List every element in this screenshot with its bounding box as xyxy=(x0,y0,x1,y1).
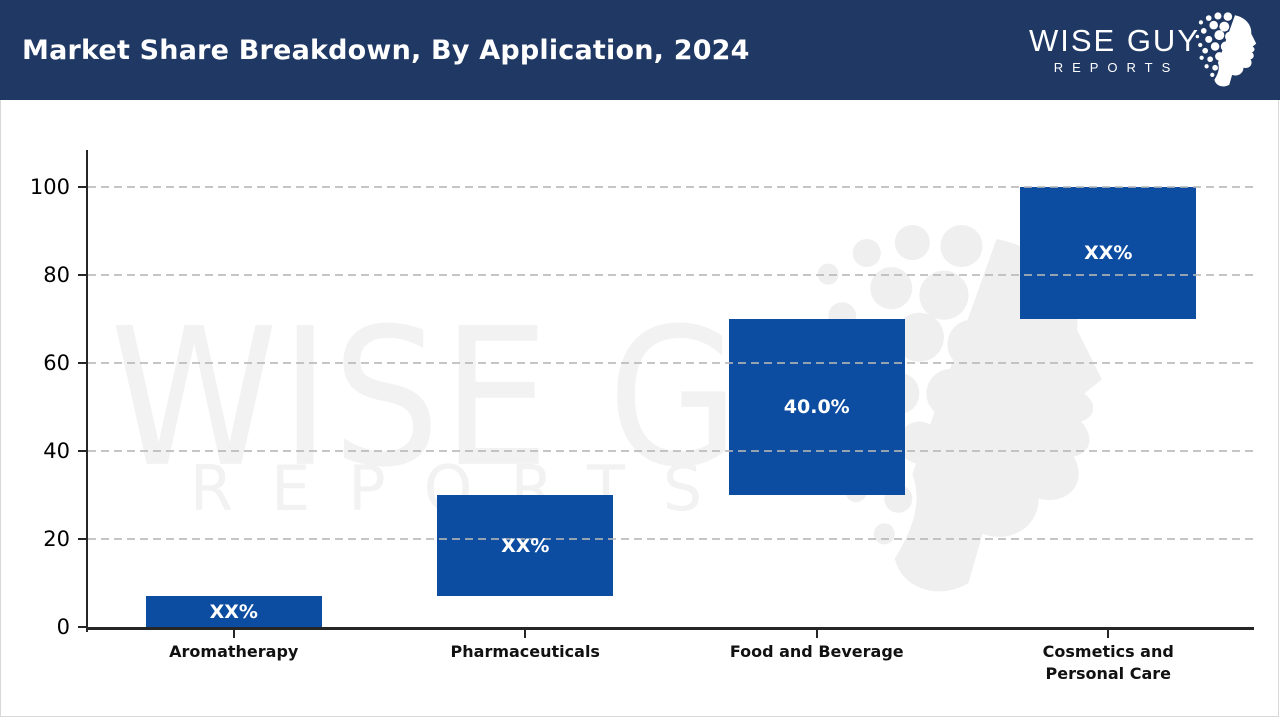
x-axis-tick-mark xyxy=(232,630,235,638)
gridline-20 xyxy=(88,538,1254,540)
x-axis-category-label: Cosmetics and Personal Care xyxy=(1042,642,1174,683)
y-axis-tick-mark xyxy=(78,538,88,540)
brand-logo-text: WISE GUY REPORTS xyxy=(1028,22,1200,76)
bar-cosmetics-and-personal-care xyxy=(1020,187,1197,319)
bar-value-label: XX% xyxy=(1084,242,1133,264)
y-axis-tick-mark xyxy=(78,450,88,452)
gridline-60 xyxy=(88,362,1254,364)
y-axis-tick-label: 40 xyxy=(43,439,70,463)
y-axis-line xyxy=(86,150,88,632)
y-axis-tick-mark xyxy=(78,626,88,628)
brand-subtitle: REPORTS xyxy=(1053,60,1180,76)
page-title: Market Share Breakdown, By Application, … xyxy=(22,34,750,66)
plot: 0 20 40 60 80 100 XX% Aromatherapy XX% Pharmaceut… xyxy=(30,150,1254,683)
x-axis-tick-mark xyxy=(524,630,527,638)
x-axis-tick-mark xyxy=(1107,630,1110,638)
gridline-100 xyxy=(88,186,1254,188)
brand-logo: WISE GUY REPORTS xyxy=(1029,11,1266,89)
x-axis-category-label: Food and Beverage xyxy=(729,642,904,661)
x-axis-category-label: Aromatherapy xyxy=(169,642,299,661)
y-axis-tick-label: 100 xyxy=(29,175,70,199)
gridline-40 xyxy=(88,450,1254,452)
bar-value-label: XX% xyxy=(209,600,258,623)
gridline-80 xyxy=(88,274,1254,276)
brand-name: WISE GUY xyxy=(1028,22,1200,58)
y-axis-tick-label: 20 xyxy=(43,527,70,551)
bar-aromatherapy xyxy=(145,596,322,627)
y-axis-tick-mark xyxy=(78,362,88,364)
x-axis-category-label: Pharmaceuticals xyxy=(450,642,600,661)
y-axis-tick-mark xyxy=(78,186,88,188)
y-axis-tick-mark xyxy=(78,274,88,276)
y-axis-tick-label: 60 xyxy=(43,351,70,375)
x-axis-line xyxy=(86,627,1254,630)
x-axis-tick-mark xyxy=(815,630,818,638)
bar-value-label: XX% xyxy=(501,534,550,557)
y-axis-tick-label: 0 xyxy=(56,615,70,639)
bar-food-and-beverage xyxy=(728,319,905,495)
brand-face-icon xyxy=(1195,12,1257,87)
bar-pharmaceuticals xyxy=(437,495,614,597)
bar-value-label: 40.0% xyxy=(783,396,850,418)
y-axis-tick-label: 80 xyxy=(43,263,70,287)
header: Market Share Breakdown, By Application, … xyxy=(0,0,1280,100)
